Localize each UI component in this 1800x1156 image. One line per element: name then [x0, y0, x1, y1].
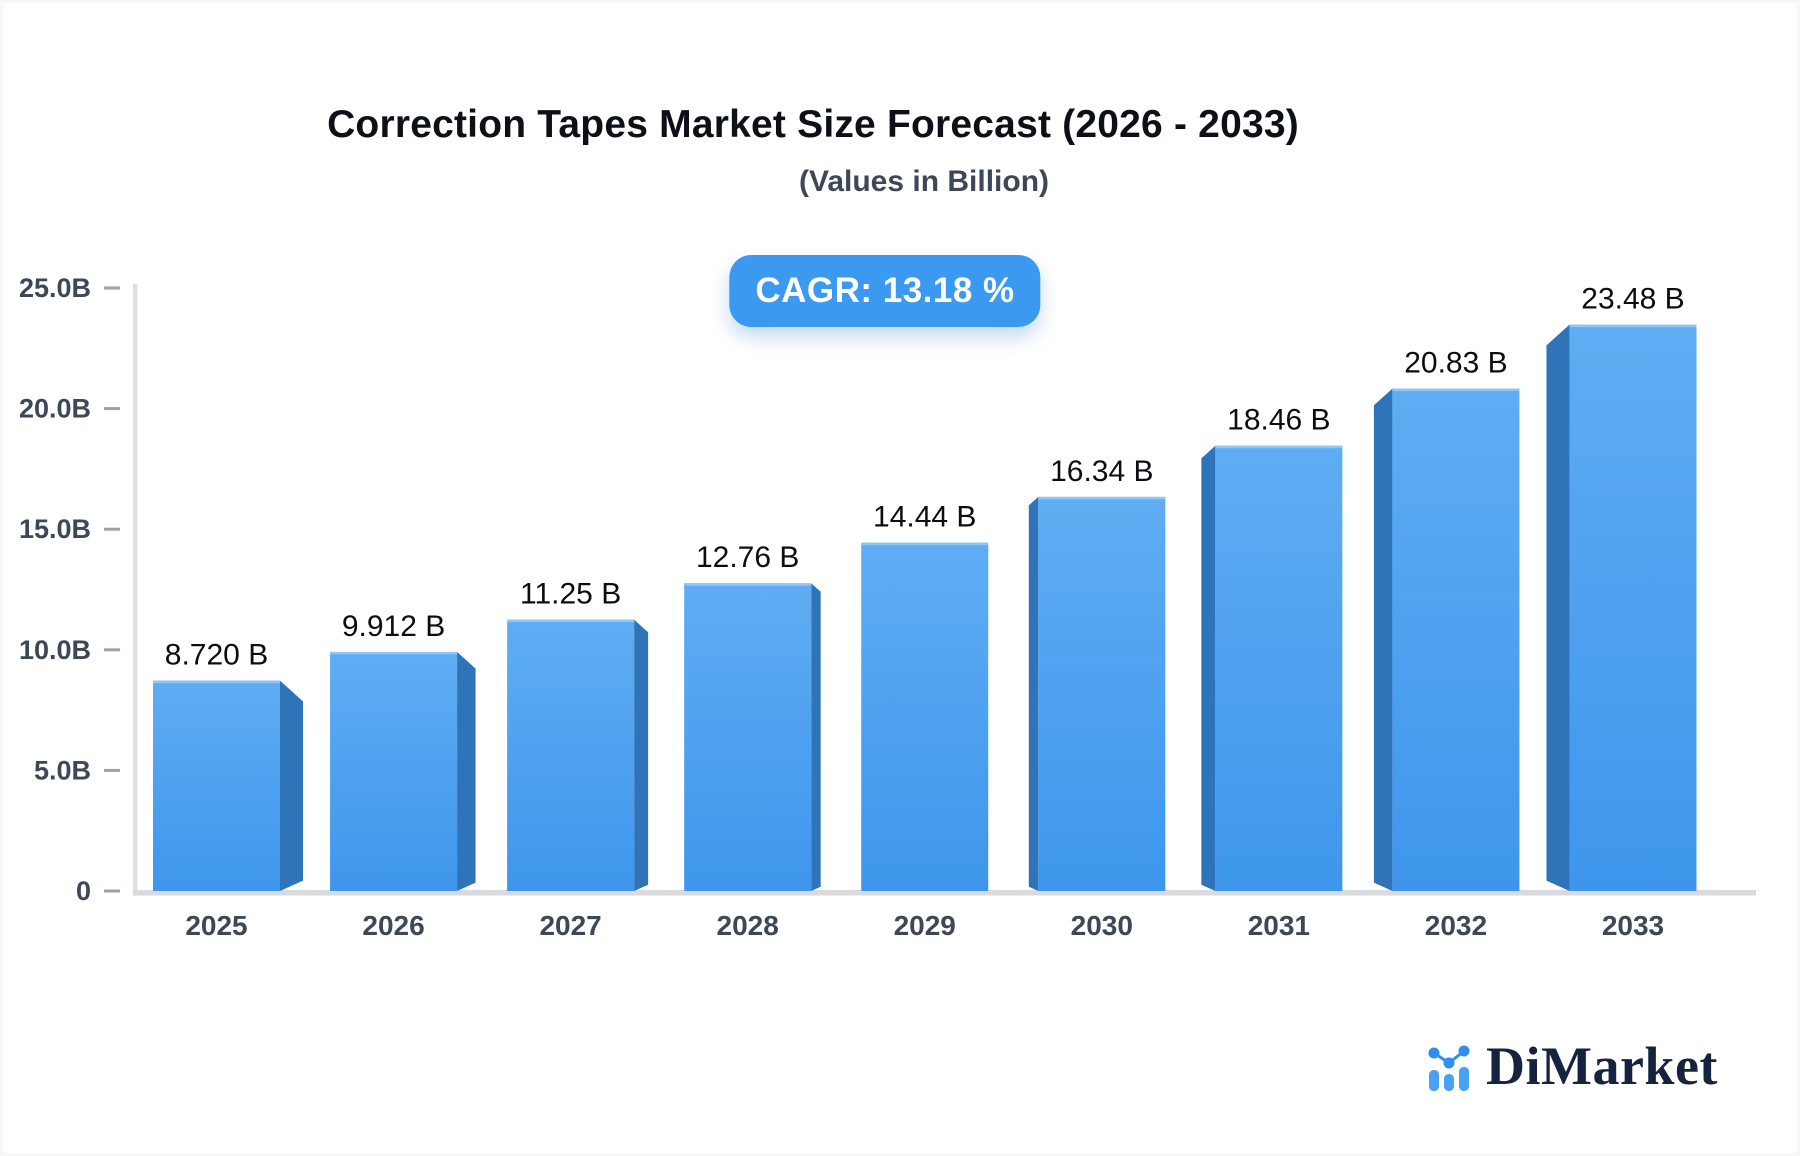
x-axis-label-2031: 2031	[1248, 910, 1310, 941]
bar-2027	[507, 619, 635, 891]
x-axis-label-2030: 2030	[1071, 910, 1133, 941]
bar-2030	[1038, 496, 1166, 891]
bar-top-edge-2025	[153, 680, 280, 684]
bar-top-edge-2030	[1038, 496, 1166, 500]
bar-top-edge-2033	[1569, 324, 1697, 328]
y-tick-label: 10.0B	[19, 635, 91, 665]
y-tick	[104, 648, 120, 652]
bar-top-edge-2032	[1392, 388, 1520, 392]
bar-value-label-2033: 23.48 B	[1581, 283, 1684, 316]
x-axis-label-2027: 2027	[539, 910, 601, 941]
bar-side-2032	[1373, 388, 1393, 891]
bar-2028	[684, 583, 812, 891]
bar-value-label-2031: 18.46 B	[1227, 404, 1330, 437]
x-axis-label-2033: 2033	[1602, 910, 1664, 941]
bar-value-label-2026: 9.912 B	[342, 610, 445, 643]
y-tick-label: 5.0B	[34, 755, 91, 785]
dimarket-logo-icon	[1428, 1045, 1470, 1091]
y-tick	[104, 527, 120, 531]
bar-value-label-2030: 16.34 B	[1050, 455, 1153, 488]
bar-top-edge-2028	[684, 583, 812, 586]
x-axis-line	[133, 890, 1756, 896]
x-axis-label-2025: 2025	[185, 910, 247, 941]
cagr-badge-label: CAGR: 13.18 %	[755, 271, 1015, 310]
x-axis-label-2032: 2032	[1425, 910, 1487, 941]
bar-side-2031	[1201, 445, 1216, 891]
bar-side-2027	[634, 619, 649, 891]
bar-value-label-2032: 20.83 B	[1404, 347, 1507, 380]
bar-top-edge-2027	[507, 619, 635, 623]
bar-top-edge-2026	[330, 651, 458, 655]
bar-value-label-2028: 12.76 B	[696, 541, 799, 574]
bar-top-edge-2031	[1215, 445, 1343, 449]
bar-top-edge-2029	[861, 542, 989, 546]
bar-2032	[1392, 388, 1520, 891]
x-axis-label-2026: 2026	[362, 910, 424, 941]
bar-2031	[1215, 445, 1343, 891]
bar-side-2028	[811, 583, 821, 891]
cagr-badge: CAGR: 13.18 %	[729, 255, 1041, 327]
y-axis-line	[133, 284, 138, 895]
y-tick-label: 0	[76, 876, 91, 906]
y-tick	[104, 286, 120, 290]
bar-2033	[1569, 324, 1697, 891]
y-tick-label: 15.0B	[19, 514, 91, 544]
y-tick-label: 20.0B	[19, 394, 91, 424]
bar-side-2025	[280, 680, 303, 891]
x-axis-label-2028: 2028	[717, 910, 779, 941]
chart-subtitle: (Values in Billion)	[798, 165, 1050, 198]
bar-2026	[330, 651, 458, 891]
y-tick-label: 25.0B	[19, 273, 91, 303]
bar-side-2030	[1028, 496, 1039, 891]
brand-logo: DiMarket	[1425, 1039, 1718, 1093]
bar-value-label-2029: 14.44 B	[873, 501, 976, 534]
y-tick	[104, 768, 120, 772]
brand-logo-text: DiMarket	[1486, 1036, 1718, 1096]
bar-side-2033	[1546, 324, 1570, 891]
bar-2025	[153, 680, 280, 891]
bar-chart: 0 5.0B 10.0B 15.0B 20.0B 25.0B 8.720 B 2025 9.91…	[19, 273, 1756, 941]
bar-2029	[861, 542, 989, 891]
y-tick	[104, 407, 120, 411]
bar-value-label-2025: 8.720 B	[165, 639, 268, 672]
bar-value-label-2027: 11.25 B	[520, 578, 621, 611]
bar-side-2026	[457, 651, 476, 891]
page-title: Correction Tapes Market Size Forecast (2…	[327, 103, 1299, 146]
x-axis-label-2029: 2029	[894, 910, 956, 941]
y-tick	[104, 889, 120, 893]
